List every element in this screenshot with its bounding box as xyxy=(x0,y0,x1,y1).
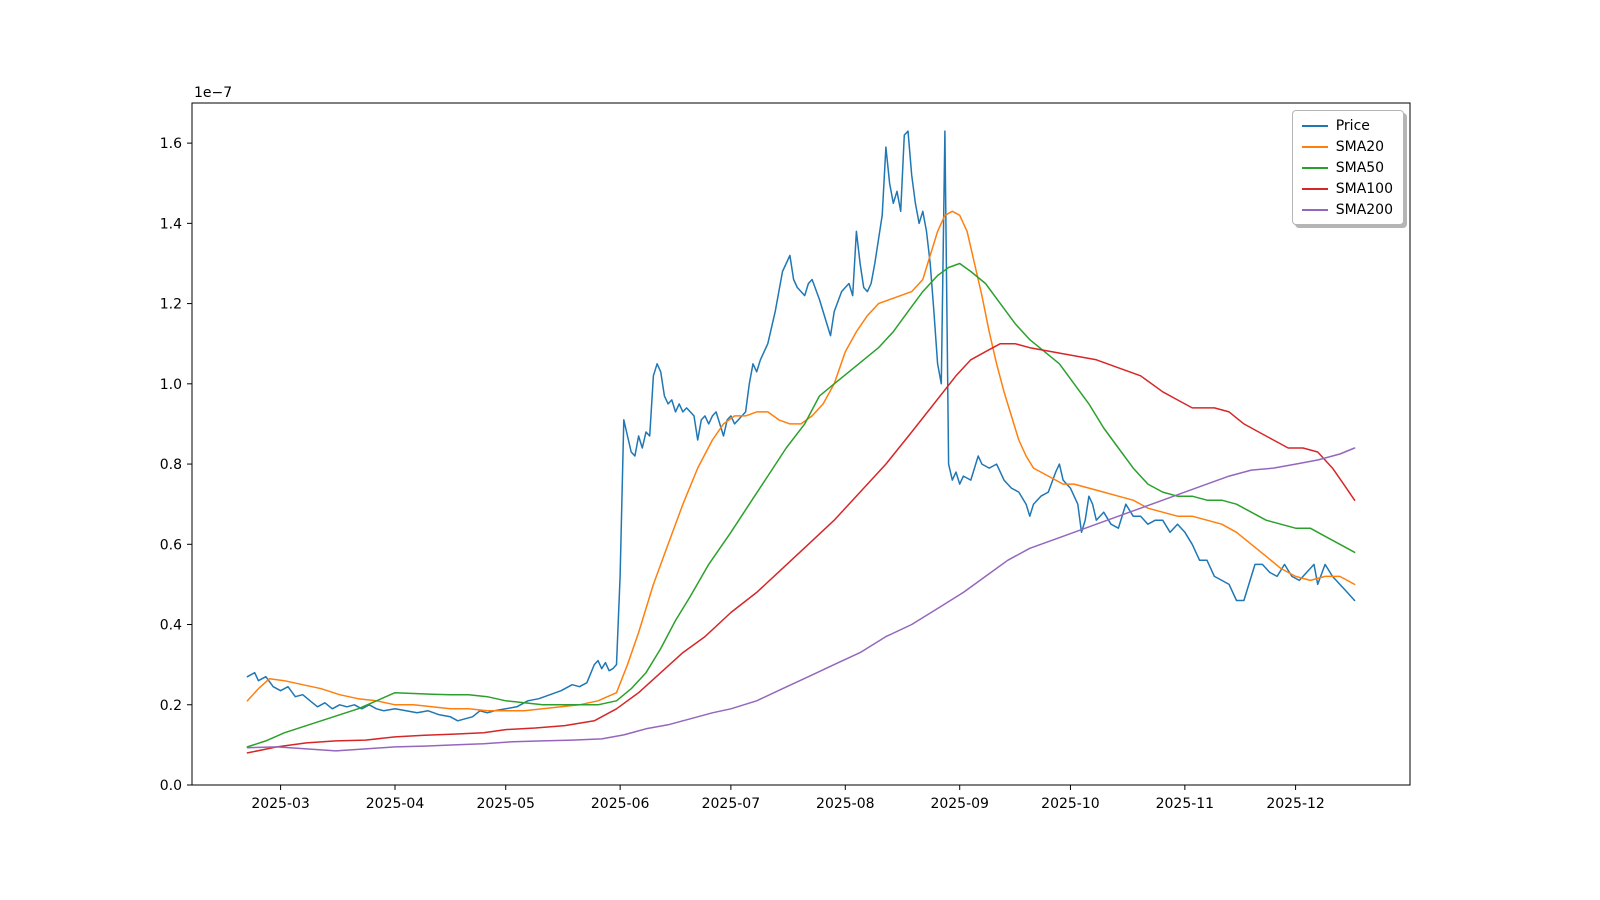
x-tick-label: 2025-10 xyxy=(1041,796,1100,812)
x-tick-label: 2025-11 xyxy=(1156,796,1215,812)
y-tick-label: 1.2 xyxy=(160,297,182,313)
y-tick-label: 0.4 xyxy=(160,618,182,634)
legend-item-sma20: SMA20 xyxy=(1301,138,1393,155)
y-tick-label: 0.0 xyxy=(160,778,182,794)
axes-frame xyxy=(191,102,1411,786)
y-tick-label: 1.0 xyxy=(160,377,182,393)
y-axis-offset-text: 1e−7 xyxy=(194,85,233,101)
legend-item-sma50: SMA50 xyxy=(1301,159,1393,176)
y-tick-label: 1.6 xyxy=(160,136,182,152)
y-tick-label: 0.2 xyxy=(160,698,182,714)
x-tick-label: 2025-05 xyxy=(476,796,535,812)
legend-label-sma100: SMA100 xyxy=(1335,180,1393,197)
x-tick-label: 2025-12 xyxy=(1266,796,1325,812)
series-line-sma50 xyxy=(246,262,1356,748)
y-tick-label: 0.6 xyxy=(160,537,182,553)
series-line-sma200 xyxy=(246,447,1356,752)
y-tick-label: 1.4 xyxy=(160,216,182,232)
legend-item-sma200: SMA200 xyxy=(1301,201,1393,218)
x-tick-label: 2025-03 xyxy=(251,796,310,812)
legend-label-sma50: SMA50 xyxy=(1335,159,1385,176)
legend-line-swatch-sma200 xyxy=(1301,208,1328,211)
legend-label-price: Price xyxy=(1335,117,1370,134)
series-line-sma20 xyxy=(246,210,1356,712)
legend-label-sma20: SMA20 xyxy=(1335,138,1385,155)
legend-label-sma200: SMA200 xyxy=(1335,201,1393,218)
x-tick-label: 2025-09 xyxy=(930,796,989,812)
legend-line-swatch-price xyxy=(1301,124,1328,127)
legend-line-swatch-sma20 xyxy=(1301,145,1328,148)
x-tick-label: 2025-06 xyxy=(591,796,650,812)
x-tick-label: 2025-08 xyxy=(816,796,875,812)
legend-item-sma100: SMA100 xyxy=(1301,180,1393,197)
y-tick-label: 0.8 xyxy=(160,457,182,473)
x-tick-label: 2025-04 xyxy=(366,796,425,812)
series-line-price xyxy=(246,130,1356,722)
legend-line-swatch-sma50 xyxy=(1301,166,1328,169)
x-tick-label: 2025-07 xyxy=(702,796,761,812)
legend: Price SMA20 SMA50 SMA100 SMA200 xyxy=(1291,110,1404,225)
series-line-sma100 xyxy=(246,342,1356,754)
legend-item-price: Price xyxy=(1301,117,1393,134)
legend-line-swatch-sma100 xyxy=(1301,187,1328,190)
